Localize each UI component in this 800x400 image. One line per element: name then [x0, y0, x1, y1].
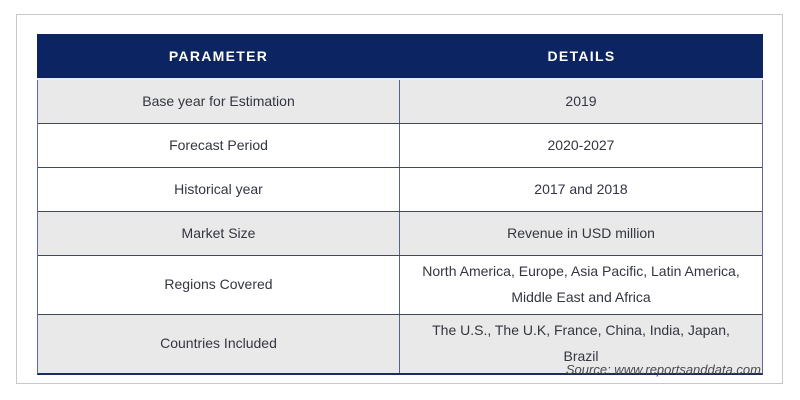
- cell-parameter: Historical year: [38, 168, 400, 211]
- cell-details: 2017 and 2018: [534, 180, 628, 197]
- table-row: Historical year 2017 and 2018: [38, 167, 762, 211]
- report-scope-card: PARAMETER DETAILS Base year for Estimati…: [16, 14, 783, 384]
- cell-parameter: Forecast Period: [38, 124, 400, 167]
- header-cell-details: DETAILS: [547, 48, 616, 64]
- table-row: Countries Included The U.S., The U.K, Fr…: [38, 313, 762, 373]
- cell-details: Revenue in USD million: [507, 224, 655, 241]
- table-row: Market Size Revenue in USD million: [38, 211, 762, 255]
- report-scope-table: PARAMETER DETAILS Base year for Estimati…: [37, 34, 763, 375]
- cell-details: 2019: [565, 92, 597, 109]
- table-row: Forecast Period 2020-2027: [38, 123, 762, 167]
- table-header-row: PARAMETER DETAILS: [37, 34, 763, 80]
- table-row: Base year for Estimation 2019: [38, 80, 762, 123]
- cell-details: 2020-2027: [547, 136, 615, 153]
- table-body: Base year for Estimation 2019 Forecast P…: [37, 80, 763, 375]
- cell-details: The U.S., The U.K, France, China, India,…: [432, 321, 730, 364]
- cell-parameter: Regions Covered: [38, 256, 400, 314]
- source-note: Source: www.reportsanddata.com: [565, 362, 761, 377]
- header-cell-parameter: PARAMETER: [168, 48, 269, 64]
- cell-parameter: Countries Included: [38, 314, 400, 373]
- cell-parameter: Market Size: [38, 212, 400, 255]
- table-row: Regions Covered North America, Europe, A…: [38, 255, 762, 314]
- cell-parameter: Base year for Estimation: [38, 80, 400, 123]
- cell-details: North America, Europe, Asia Pacific, Lat…: [422, 263, 740, 305]
